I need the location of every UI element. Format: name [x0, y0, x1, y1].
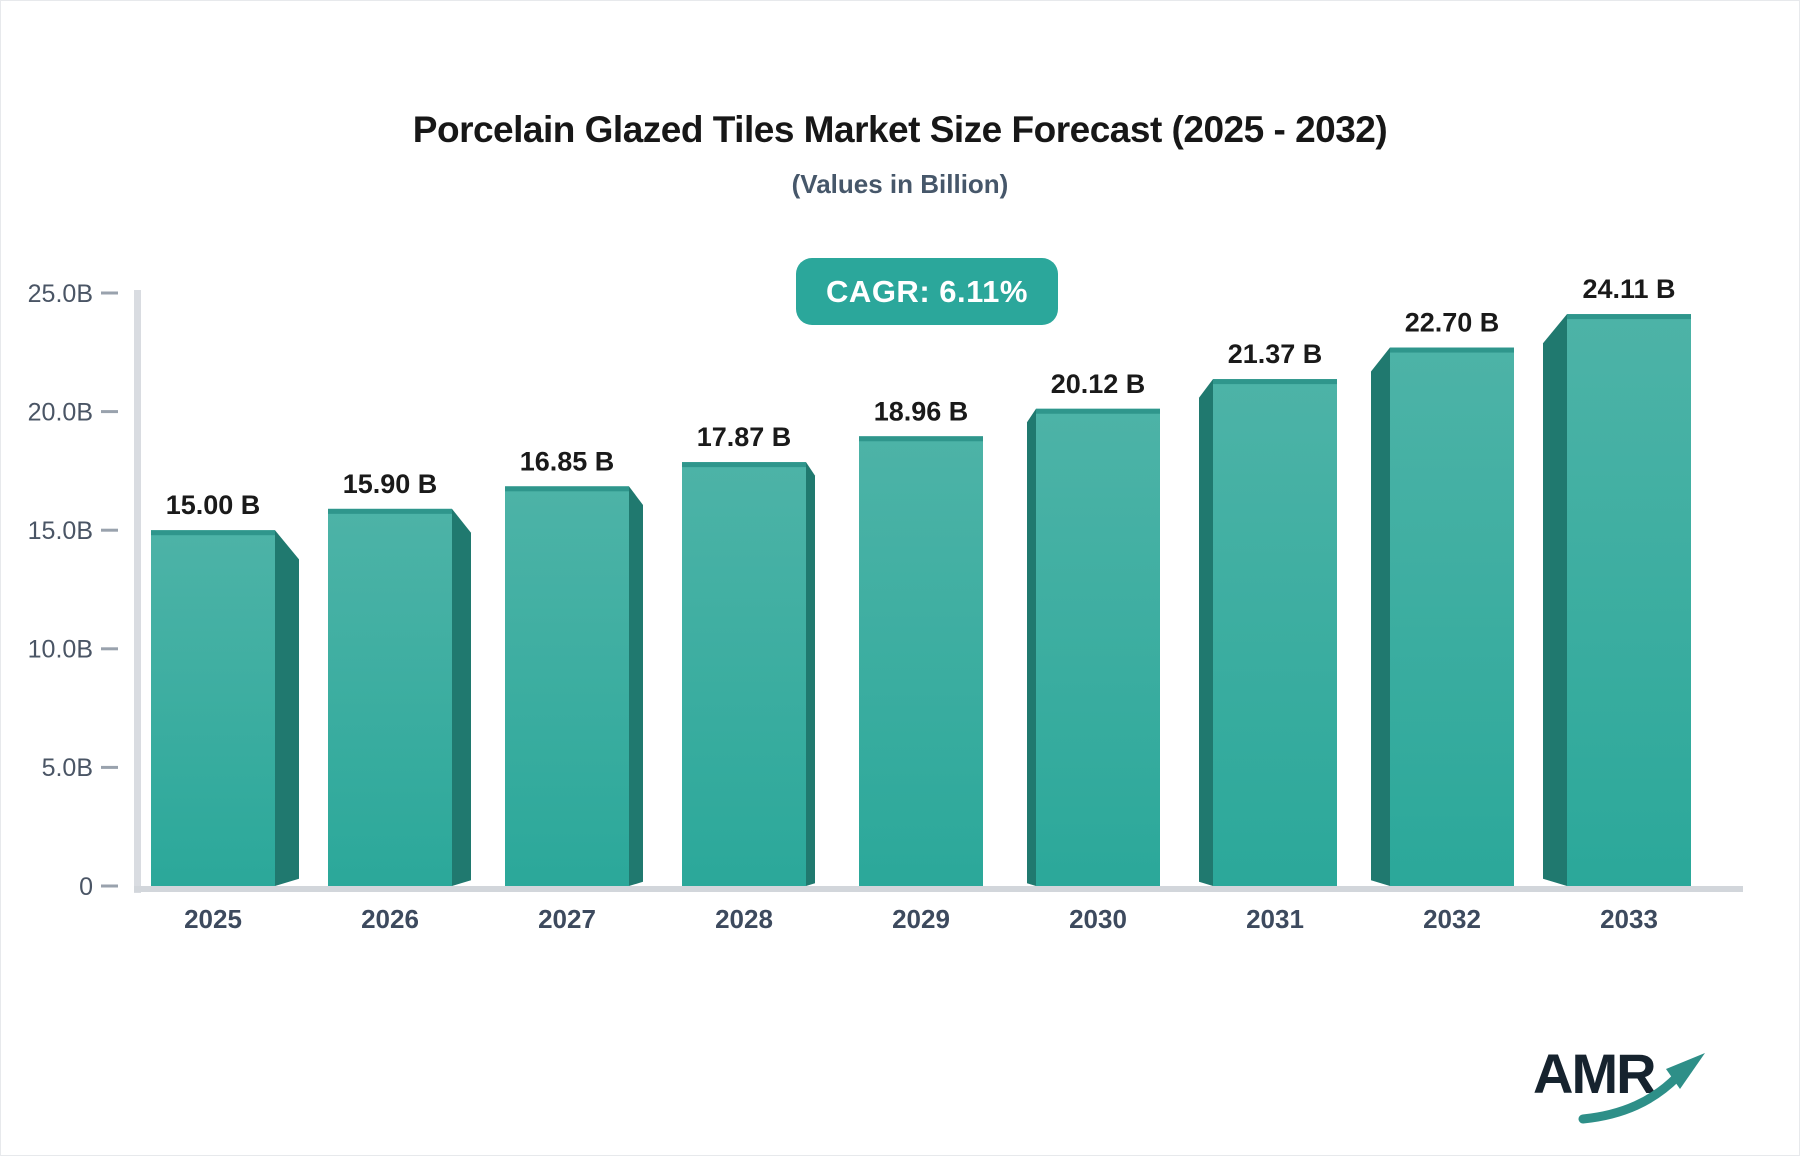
- bar-value-label: 24.11 B: [1582, 274, 1675, 304]
- bar-2028: [682, 462, 806, 886]
- growth-arrow-icon: [1578, 1053, 1705, 1124]
- bar-value-label: 15.00 B: [166, 490, 261, 520]
- amr-logo-text: AMR: [1533, 1042, 1657, 1105]
- y-tick-mark: [101, 765, 118, 769]
- bar-top-cap: [1036, 408, 1160, 414]
- bar-side-2028: [806, 462, 815, 886]
- bar-top-cap: [1567, 314, 1691, 320]
- y-tick-mark: [101, 291, 118, 295]
- bar-top-cap: [505, 486, 629, 492]
- x-axis-label: 2029: [892, 904, 950, 934]
- bar-value-label: 21.37 B: [1228, 339, 1323, 369]
- y-axis-line: [134, 290, 141, 893]
- bar-2029: [859, 436, 983, 886]
- x-axis-label: 2033: [1600, 904, 1658, 934]
- x-axis-label: 2031: [1246, 904, 1304, 934]
- bar-top-cap: [859, 436, 983, 442]
- y-tick-mark: [101, 647, 118, 651]
- bar-value-label: 22.70 B: [1405, 308, 1500, 338]
- cagr-badge: CAGR: 6.11%: [796, 258, 1058, 325]
- y-tick-label: 20.0B: [28, 398, 93, 426]
- bar-2031: [1213, 379, 1337, 886]
- bar-2026: [328, 508, 452, 886]
- bar-side-2026: [452, 508, 471, 886]
- bar-side-2025: [275, 530, 299, 886]
- y-tick-label: 10.0B: [28, 636, 93, 664]
- bar-top-cap: [682, 462, 806, 468]
- bar-2025: [151, 530, 275, 886]
- y-tick-label: 0: [79, 873, 93, 901]
- bar-side-2030: [1027, 408, 1036, 886]
- y-tick-mark: [101, 410, 118, 414]
- bar-top-cap: [1213, 379, 1337, 385]
- bar-side-2031: [1199, 379, 1213, 886]
- y-tick-mark: [101, 884, 118, 888]
- bar-value-label: 20.12 B: [1051, 369, 1146, 399]
- chart-title: Porcelain Glazed Tiles Market Size Forec…: [412, 109, 1388, 150]
- bar-2032: [1390, 347, 1514, 886]
- y-tick-mark: [101, 528, 118, 532]
- x-axis-label: 2025: [184, 904, 242, 934]
- x-axis-label: 2032: [1423, 904, 1481, 934]
- amr-logo: AMR: [1529, 1031, 1739, 1131]
- bar-top-cap: [151, 530, 275, 536]
- bar-value-label: 15.90 B: [343, 469, 438, 499]
- x-axis-label: 2027: [538, 904, 596, 934]
- bar-2033: [1567, 314, 1691, 886]
- y-tick-label: 5.0B: [42, 754, 93, 782]
- y-tick-label: 15.0B: [28, 517, 93, 545]
- cagr-badge-label: CAGR: 6.11%: [826, 273, 1028, 309]
- bar-value-label: 18.96 B: [874, 396, 969, 426]
- chart-subtitle: (Values in Billion): [791, 169, 1009, 199]
- bar-side-2032: [1371, 347, 1390, 886]
- bar-side-2033: [1543, 314, 1567, 886]
- bar-2030: [1036, 408, 1160, 886]
- bar-top-cap: [328, 508, 452, 514]
- bar-top-cap: [1390, 347, 1514, 353]
- x-axis-label: 2026: [361, 904, 419, 934]
- bar-value-label: 17.87 B: [697, 422, 792, 452]
- y-tick-label: 25.0B: [28, 280, 93, 308]
- x-axis-label: 2030: [1069, 904, 1127, 934]
- bar-2027: [505, 486, 629, 886]
- bar-side-2027: [629, 486, 643, 886]
- x-axis-line: [134, 886, 1743, 892]
- bar-value-label: 16.85 B: [520, 446, 615, 476]
- x-axis-label: 2028: [715, 904, 773, 934]
